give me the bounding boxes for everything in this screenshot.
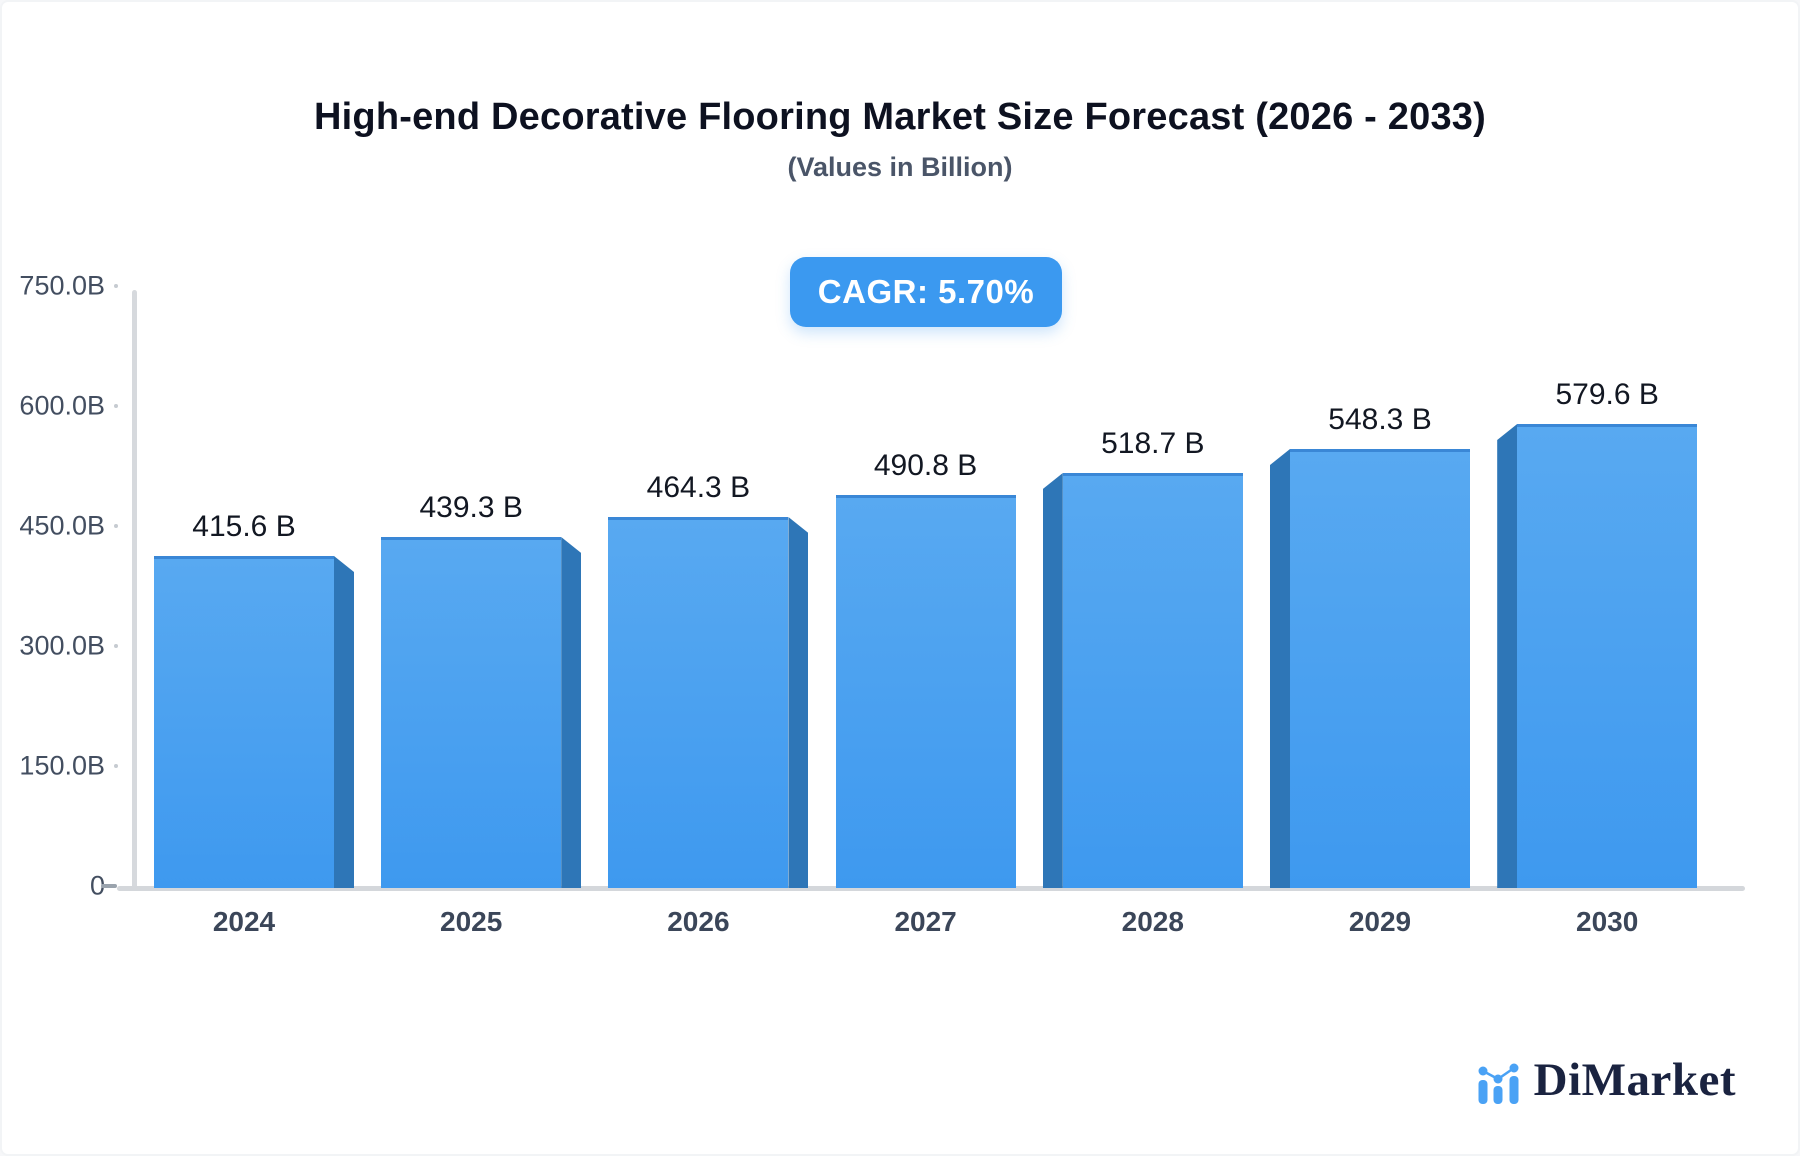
y-axis-tick-label: 150.0B (19, 750, 105, 781)
bar-2025-side-face (561, 537, 582, 888)
x-axis-label-2030: 2030 (1576, 906, 1639, 937)
cagr-badge: CAGR: 5.70% (790, 257, 1062, 327)
bar-value-label-2026: 464.3 B (646, 471, 751, 504)
bar-value-label-2028: 518.7 B (1101, 427, 1205, 460)
y-axis-tick-mark (114, 284, 118, 288)
x-axis-label-2024: 2024 (212, 906, 276, 937)
cagr-badge-label: CAGR: 5.70% (817, 273, 1035, 310)
bar-2025[interactable] (381, 537, 562, 888)
bar-value-label-2025: 439.3 B (419, 491, 523, 524)
y-axis-line (132, 290, 137, 890)
bar-value-label-2030: 579.6 B (1555, 378, 1659, 411)
bar-2028[interactable] (1062, 473, 1243, 888)
bar-value-label-2029: 548.3 B (1328, 403, 1432, 436)
y-axis-tick-mark (114, 644, 118, 648)
bar-value-label-2027: 490.8 B (873, 449, 978, 482)
y-axis-tick-mark (114, 404, 118, 408)
bar-line-chart-icon (1478, 1063, 1519, 1104)
bar-2029-side-face (1270, 449, 1290, 888)
bar-2030[interactable] (1517, 424, 1698, 888)
chart-subtitle: (Values in Billion) (787, 152, 1013, 182)
y-axis-tick-label: 300.0B (19, 630, 105, 661)
bar-2024-side-face (334, 556, 354, 888)
x-axis-label-2028: 2028 (1121, 906, 1184, 937)
y-axis-tick-mark (114, 764, 118, 768)
bar-2028-side-face (1042, 473, 1063, 888)
y-axis-tick-mark (114, 524, 118, 528)
x-axis-line (117, 886, 1745, 891)
x-axis-label-2026: 2026 (667, 906, 730, 937)
x-axis-label-2029: 2029 (1348, 906, 1412, 937)
bar-2030-side-face (1497, 424, 1518, 888)
bar-2026-side-face (788, 517, 809, 888)
bar-2029[interactable] (1290, 449, 1470, 888)
x-axis-label-2025: 2025 (440, 906, 503, 937)
bar-2026[interactable] (608, 517, 789, 888)
y-axis-tick-mark (101, 884, 117, 888)
x-axis-label-2027: 2027 (894, 906, 957, 937)
bar-2027[interactable] (835, 495, 1016, 888)
y-axis-tick-label: 600.0B (19, 390, 105, 421)
dimarket-logo: DiMarket (1476, 1057, 1736, 1104)
bar-2024[interactable] (154, 556, 334, 888)
y-axis-tick-label: 0 (89, 870, 105, 901)
y-axis-tick-label: 450.0B (19, 510, 105, 541)
bar-value-label-2024: 415.6 B (192, 510, 296, 543)
logo-text: DiMarket (1533, 1054, 1736, 1106)
y-axis-tick-label: 750.0B (19, 270, 105, 301)
chart-title: High-end Decorative Flooring Market Size… (314, 96, 1486, 138)
